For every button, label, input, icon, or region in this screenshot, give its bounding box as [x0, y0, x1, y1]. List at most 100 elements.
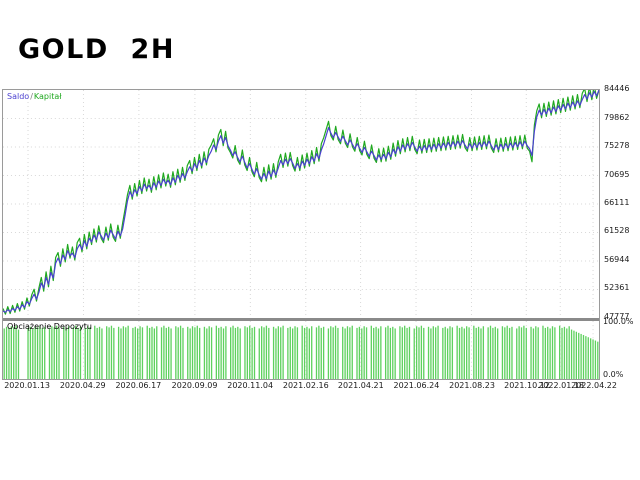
load-bar: [315, 327, 318, 379]
load-bar: [349, 327, 351, 379]
load-bar: [363, 326, 365, 379]
load-bar: [580, 333, 582, 379]
load-bar: [587, 337, 589, 379]
load-bar: [423, 327, 425, 379]
load-bar: [244, 326, 246, 379]
load-bar: [456, 325, 458, 379]
load-bar: [206, 328, 208, 379]
load-bar: [77, 327, 79, 379]
y-axis-tick: 52361: [604, 283, 630, 293]
x-axis: 2020.01.13 2020.04.29 2020.06.17 2020.09.09…: [2, 381, 638, 395]
panel-divider: [3, 318, 599, 321]
load-bar: [108, 327, 110, 379]
load-bar: [549, 328, 551, 379]
load-bar: [356, 327, 358, 379]
load-axis-top-label: 100.0%: [603, 317, 634, 326]
load-bar: [58, 327, 60, 379]
load-bar: [287, 327, 289, 379]
load-bar: [3, 328, 5, 379]
load-bars: [3, 325, 599, 379]
load-bar: [547, 326, 549, 379]
load-bar: [418, 327, 420, 379]
load-bar: [191, 326, 194, 379]
load-bar: [15, 325, 17, 379]
load-bar: [10, 326, 12, 379]
load-bar: [480, 328, 482, 379]
load-bar: [561, 327, 563, 379]
load-bar: [263, 327, 265, 379]
x-axis-tick: 2020.09.09: [171, 381, 218, 390]
load-bar: [203, 326, 206, 379]
load-bar: [573, 330, 575, 379]
equity-panel: Saldo/Kapitał: [3, 90, 599, 318]
load-bar: [148, 327, 151, 379]
load-bar: [582, 335, 585, 379]
load-bar: [41, 327, 43, 379]
load-bar: [520, 327, 523, 379]
load-bar: [32, 328, 34, 379]
y-axis-tick: 79862: [604, 112, 630, 122]
load-bar: [17, 329, 20, 379]
load-bar: [75, 325, 77, 379]
load-bar: [585, 336, 587, 379]
x-axis-tick: 2022.04.22: [571, 381, 617, 390]
load-bar: [232, 325, 234, 379]
load-bar: [389, 327, 392, 379]
x-axis-tick: 2021.06.24: [393, 381, 440, 390]
load-bar: [508, 327, 511, 379]
y-axis-tick: 56944: [604, 255, 630, 264]
load-bar: [523, 325, 525, 379]
load-bar: [344, 328, 346, 379]
equity-report-chart: Saldo/Kapitał Obciążenie Depozytu 84446 7…: [2, 85, 638, 380]
load-bar: [29, 326, 32, 379]
load-bar: [597, 341, 599, 379]
load-bar: [301, 325, 303, 379]
load-bar: [179, 325, 182, 379]
load-bar: [332, 327, 334, 379]
load-bar: [306, 326, 308, 379]
y-axis-tick: 66111: [604, 198, 630, 207]
load-bar: [268, 327, 270, 379]
load-bar: [280, 327, 282, 379]
load-bar: [442, 327, 444, 379]
load-bar: [160, 327, 163, 379]
load-bar: [384, 327, 387, 379]
load-bar: [551, 326, 554, 379]
load-bar: [51, 326, 53, 379]
x-axis-tick: 2020.11.04: [227, 381, 274, 390]
load-bar: [494, 326, 496, 379]
load-bar: [67, 326, 70, 379]
load-bar: [427, 326, 430, 379]
load-bar: [399, 326, 401, 379]
y-axis-tick: 47777: [604, 312, 630, 321]
load-bar: [134, 326, 136, 379]
load-bar: [346, 326, 349, 379]
load-bar: [141, 327, 144, 379]
x-axis-tick: 2020.01.13: [4, 381, 51, 390]
load-bar: [449, 326, 451, 379]
load-bar: [497, 328, 499, 379]
load-bar: [210, 327, 213, 379]
load-bar: [404, 325, 406, 379]
load-bar: [230, 327, 232, 379]
load-bar: [501, 326, 504, 379]
load-bar: [275, 328, 277, 379]
load-bar: [542, 325, 544, 379]
load-bar: [511, 326, 513, 379]
load-bar: [473, 325, 475, 379]
load-bar: [101, 328, 103, 379]
load-axis-bottom-label: 0.0%: [603, 370, 624, 379]
load-bar: [125, 327, 127, 379]
load-bar: [570, 329, 573, 379]
load-bar: [72, 327, 74, 379]
load-bar: [451, 327, 454, 379]
load-bar: [272, 326, 275, 379]
load-bar: [568, 326, 570, 379]
load-bar: [308, 328, 310, 379]
load-bar: [504, 327, 506, 379]
x-axis-tick: 2021.02.16: [282, 381, 329, 390]
load-bar: [589, 338, 592, 379]
load-panel-title: Obciążenie Depozytu: [7, 322, 92, 331]
load-bar: [489, 325, 492, 379]
legend-equity-label: Kapitał: [33, 92, 62, 101]
